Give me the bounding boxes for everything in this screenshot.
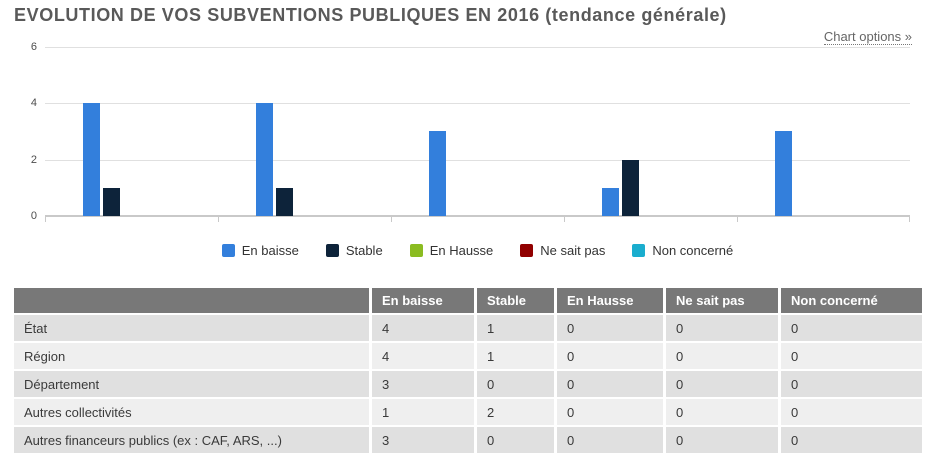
value-cell: 3 (372, 371, 474, 397)
row-label: Région (14, 343, 369, 369)
legend-swatch-stable (325, 244, 339, 257)
results-table: En baisse Stable En Hausse Ne sait pas Non c… (11, 286, 925, 455)
value-cell: 0 (557, 427, 663, 453)
x-axis-tick (45, 217, 46, 222)
gridline (45, 103, 910, 105)
bar-stable-region[interactable] (276, 188, 293, 216)
y-axis-label: 2 (30, 153, 37, 166)
value-cell: 0 (477, 371, 554, 397)
value-cell: 0 (666, 427, 778, 453)
table-row-region: Région 4 1 0 0 0 (14, 343, 922, 369)
value-cell: 0 (557, 371, 663, 397)
value-cell: 0 (666, 371, 778, 397)
x-axis-tick (909, 217, 910, 222)
table-row-departement: Département 3 0 0 0 0 (14, 371, 922, 397)
value-cell: 0 (781, 427, 922, 453)
results-table-head: En baisse Stable En Hausse Ne sait pas Non c… (14, 288, 922, 313)
value-cell: 0 (477, 427, 554, 453)
gridline (45, 47, 910, 48)
table-header-non-concerne: Non concerné (781, 288, 922, 313)
x-axis-tick (564, 217, 565, 222)
value-cell: 0 (557, 315, 663, 341)
legend-swatch-en-hausse (409, 244, 423, 257)
chart-options-link[interactable]: Chart options » (823, 29, 912, 45)
value-cell: 2 (477, 399, 554, 425)
legend-swatch-non-concerne (632, 244, 646, 257)
x-axis-tick (391, 217, 392, 222)
value-cell: 4 (372, 343, 474, 369)
legend-label: Non concerné (652, 243, 734, 258)
bar-stable-etat[interactable] (103, 188, 120, 216)
legend-label: Ne sait pas (540, 243, 606, 258)
legend-swatch-en-baisse (221, 244, 235, 257)
value-cell: 0 (781, 371, 922, 397)
legend-item-en-hausse[interactable]: En Hausse (409, 243, 494, 258)
x-axis-line (45, 215, 910, 217)
table-row-autres-collectivites: Autres collectivités 1 2 0 0 0 (14, 399, 922, 425)
bar-en-baisse-autres-financeurs-publics-ex-caf-ars[interactable] (775, 131, 792, 216)
y-axis-label: 4 (30, 97, 37, 110)
row-label: Autres collectivités (14, 399, 369, 425)
legend-swatch-ne-sait-pas (520, 244, 534, 257)
bar-en-baisse-etat[interactable] (83, 103, 100, 216)
row-label: Autres financeurs publics (ex : CAF, ARS… (14, 427, 369, 453)
bar-en-baisse-autres-collectivites[interactable] (602, 188, 619, 216)
chart-legend: En baisse Stable En Hausse Ne sait pas Non c… (45, 243, 910, 258)
table-header-en-hausse: En Hausse (557, 288, 663, 313)
legend-item-ne-sait-pas[interactable]: Ne sait pas (520, 243, 605, 258)
table-row-etat: État 4 1 0 0 0 (14, 315, 922, 341)
value-cell: 4 (372, 315, 474, 341)
value-cell: 0 (557, 343, 663, 369)
row-label: Département (14, 371, 369, 397)
legend-label: En baisse (241, 243, 299, 258)
legend-item-non-concerne[interactable]: Non concerné (632, 243, 733, 258)
gridline (45, 159, 910, 161)
value-cell: 1 (372, 399, 474, 425)
value-cell: 0 (781, 343, 922, 369)
value-cell: 0 (666, 343, 778, 369)
table-header-stable: Stable (477, 288, 554, 313)
legend-label: En Hausse (429, 243, 494, 258)
legend-item-en-baisse[interactable]: En baisse (221, 243, 299, 258)
value-cell: 0 (666, 399, 778, 425)
table-header-ne-sait-pas: Ne sait pas (666, 288, 778, 313)
table-header-en-baisse: En baisse (372, 288, 474, 313)
page-title: EVOLUTION DE VOS SUBVENTIONS PUBLIQUES E… (14, 5, 727, 25)
legend-label: Stable (345, 243, 383, 258)
results-table-body: État 4 1 0 0 0 Région 4 1 0 0 0 Département 3 0 0 0 0 Autr… (14, 315, 922, 453)
y-axis-label: 6 (30, 41, 37, 53)
y-axis-label: 0 (30, 210, 37, 222)
legend-item-stable[interactable]: Stable (325, 243, 383, 258)
value-cell: 1 (477, 315, 554, 341)
table-header-row: En baisse Stable En Hausse Ne sait pas Non c… (14, 288, 922, 313)
x-axis-tick (737, 217, 738, 222)
chart-plot: 0 2 4 6 (31, 41, 910, 222)
value-cell: 0 (781, 399, 922, 425)
table-row-autres-financeurs-publics-ex-caf-ars: Autres financeurs publics (ex : CAF, ARS… (14, 427, 922, 453)
bar-en-baisse-region[interactable] (256, 103, 273, 216)
value-cell: 1 (477, 343, 554, 369)
value-cell: 0 (557, 399, 663, 425)
table-header-category (14, 288, 369, 313)
x-axis-tick (218, 217, 219, 222)
value-cell: 3 (372, 427, 474, 453)
bar-en-baisse-departement[interactable] (429, 131, 446, 216)
value-cell: 0 (781, 315, 922, 341)
chart-options: Chart options » (823, 29, 912, 45)
bar-stable-autres-collectivites[interactable] (622, 160, 639, 216)
row-label: État (14, 315, 369, 341)
value-cell: 0 (666, 315, 778, 341)
